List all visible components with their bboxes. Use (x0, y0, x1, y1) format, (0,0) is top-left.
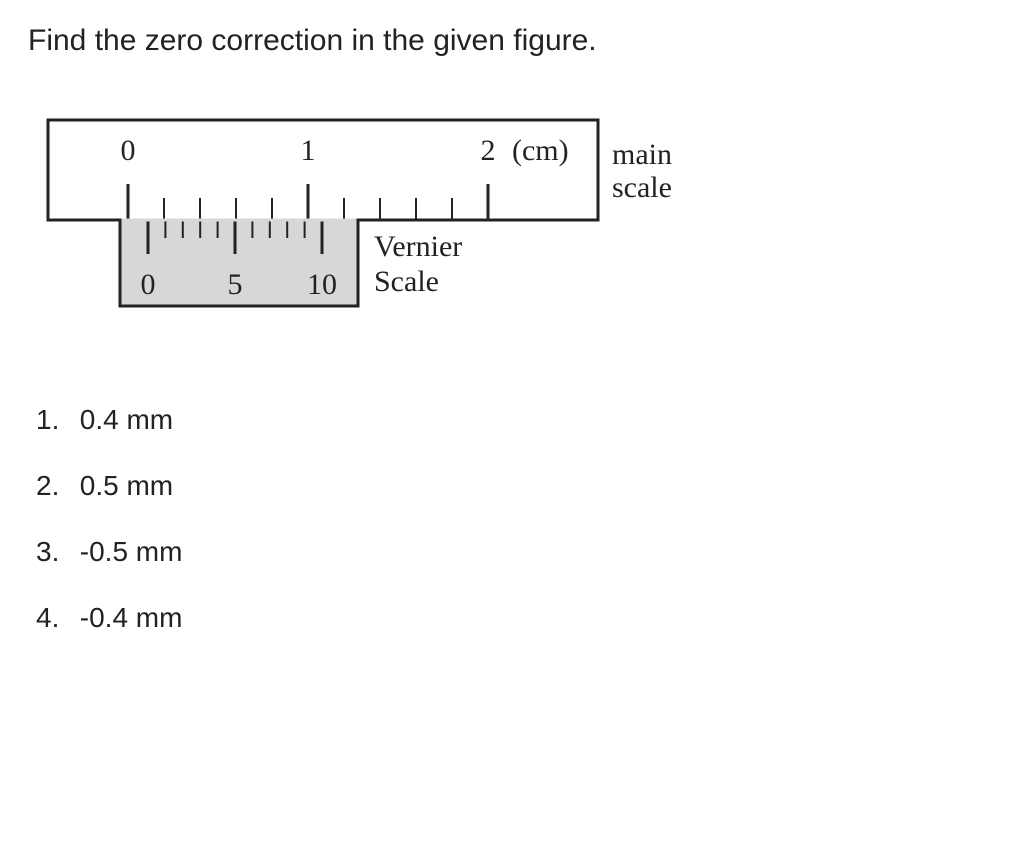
vernier-scale-label: Vernier Scale (374, 230, 462, 299)
svg-text:2: 2 (481, 134, 496, 167)
caliper-figure: 0 1 2 (cm) 0 5 10 main scale Vernier Scale (28, 90, 748, 370)
option-2: 2. 0.5 mm (36, 470, 996, 502)
option-number: 4. (36, 602, 72, 634)
vernier-label-line1: Vernier (374, 230, 462, 263)
option-1: 1. 0.4 mm (36, 404, 996, 436)
option-3: 3. -0.5 mm (36, 536, 996, 568)
svg-text:1: 1 (301, 134, 316, 167)
option-text: 0.4 mm (80, 404, 173, 435)
svg-text:(cm): (cm) (512, 134, 569, 167)
option-number: 2. (36, 470, 72, 502)
option-text: 0.5 mm (80, 470, 173, 501)
svg-text:5: 5 (228, 268, 243, 301)
svg-text:0: 0 (141, 268, 156, 301)
option-text: -0.4 mm (80, 602, 183, 633)
option-number: 1. (36, 404, 72, 436)
question-text: Find the zero correction in the given fi… (28, 24, 996, 58)
svg-text:0: 0 (121, 134, 136, 167)
answer-options: 1. 0.4 mm 2. 0.5 mm 3. -0.5 mm 4. -0.4 m… (28, 404, 996, 634)
vernier-label-line2: Scale (374, 265, 439, 298)
option-4: 4. -0.4 mm (36, 602, 996, 634)
svg-text:10: 10 (307, 268, 337, 301)
option-number: 3. (36, 536, 72, 568)
main-scale-label-line2: scale (612, 171, 672, 204)
main-scale-label: main scale (612, 138, 672, 204)
main-scale-label-line1: main (612, 138, 672, 171)
option-text: -0.5 mm (80, 536, 183, 567)
